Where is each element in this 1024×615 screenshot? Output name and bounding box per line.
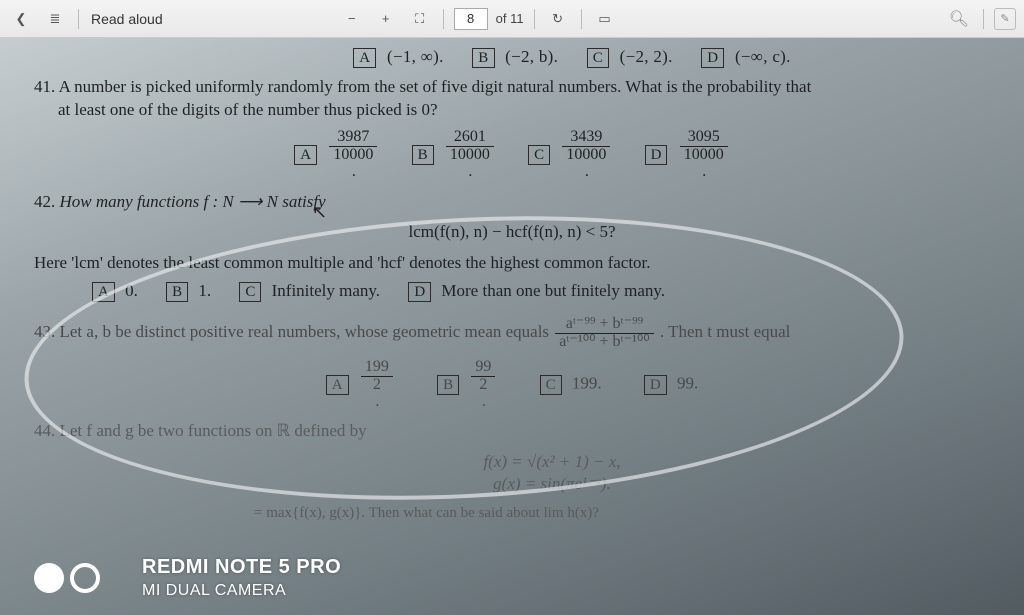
option-A-text: (−1, ∞). [387,47,444,66]
q42-formula: lcm(f(n), n) − hcf(f(n), n) < 5? [34,221,990,243]
q44-text: Let f and g be two functions on ℝ define… [60,421,367,440]
q41-number: 41. [34,77,55,96]
q43-D-label: D [644,375,667,395]
q42-B-label: B [166,282,188,302]
page-view-icon[interactable]: ▭ [592,6,618,32]
q43-C-label: C [540,375,562,395]
toc-icon[interactable]: ≣ [42,6,68,32]
question-43: 43. Let a, b be distinct positive real n… [34,316,990,351]
option-C-text: (−2, 2). [620,47,673,66]
q41-text-line1: A number is picked uniformly randomly fr… [59,77,812,96]
camera-lens-icon [34,563,100,593]
divider [443,9,444,29]
q43-D-text: 99. [677,374,698,393]
q43-C-text: 199. [572,374,602,393]
q43-A-label: A [326,375,349,395]
read-aloud-label[interactable]: Read aloud [91,11,163,27]
device-watermark: REDMI NOTE 5 PRO MI DUAL CAMERA [142,554,341,602]
question-44: 44. Let f and g be two functions on ℝ de… [34,420,990,442]
q42-A-label: A [92,282,115,302]
q43-number: 43. [34,323,55,342]
annotate-icon[interactable]: ✎ [994,8,1016,30]
rotate-icon[interactable]: ↻ [545,6,571,32]
q43-text-pre: Let a, b be distinct positive real numbe… [60,323,554,342]
option-B-text: (−2, b). [505,47,558,66]
question-42: 42. How many functions f : N ⟶ N satisfy [34,191,990,213]
q41-B-label: B [412,145,434,165]
option-D-label: D [701,48,724,68]
q42-C-text: Infinitely many. [272,281,380,300]
q43-text-post: . Then t must equal [660,323,790,342]
option-A-label: A [353,48,376,68]
q44-f3: = max{f(x), g(x)}. Then what can be said… [254,504,990,524]
divider [78,9,79,29]
q41-C-label: C [528,145,550,165]
divider [534,9,535,29]
question-41: 41. A number is picked uniformly randoml… [34,76,990,121]
fit-page-icon[interactable]: ⛶ [407,6,433,32]
q43-B-frac: 992 [471,359,495,410]
q41-options: A 398710000 B 260110000 C 343910000 D 30… [34,129,990,180]
q42-B-text: 1. [198,281,211,300]
search-icon[interactable]: 🔍︎ [949,9,969,29]
q42-number: 42. [34,192,55,211]
q41-text-line2: at least one of the digits of the number… [58,100,438,119]
q43-B-label: B [437,375,459,395]
q43-options: A 1992 B 992 C 199. D 99. [34,359,990,410]
q41-A-label: A [294,145,317,165]
q41-C-frac: 343910000 [562,129,610,180]
option-C-label: C [587,48,609,68]
q41-D-frac: 309510000 [680,129,728,180]
q42-text: How many functions f : N ⟶ N satisfy [60,192,326,211]
q41-D-label: D [645,145,668,165]
zoom-out-button[interactable]: − [339,6,365,32]
q43-A-frac: 1992 [361,359,393,410]
q42-C-label: C [239,282,261,302]
page-number-input[interactable]: 8 [454,8,488,30]
q40-options: A (−1, ∞). B (−2, b). C (−2, 2). D (−∞, … [34,46,990,68]
q42-note: Here 'lcm' denotes the least common mult… [34,252,990,274]
divider [581,9,582,29]
q42-options: A 0. B 1. C Infinitely many. D More than… [92,280,990,302]
q41-B-frac: 260110000 [446,129,494,180]
q42-A-text: 0. [125,281,138,300]
divider [983,9,984,29]
pdf-page: A (−1, ∞). B (−2, b). C (−2, 2). D (−∞, … [0,38,1024,615]
q43-frac: aᵗ⁻⁹⁹ + bᵗ⁻⁹⁹aᵗ⁻¹⁰⁰ + bᵗ⁻¹⁰⁰ [555,316,653,351]
nav-prev-icon[interactable]: ❮ [8,6,34,32]
zoom-in-button[interactable]: + [373,6,399,32]
pdf-toolbar: ❮ ≣ Read aloud − + ⛶ 8 of 11 ↻ ▭ 🔍︎ ✎ [0,0,1024,38]
option-B-label: B [472,48,494,68]
q42-D-text: More than one but finitely many. [441,281,665,300]
option-D-text: (−∞, c). [735,47,791,66]
page-total: of 11 [496,11,524,26]
q42-D-label: D [408,282,431,302]
q44-f1: f(x) = √(x² + 1) − x, g(x) = sin(πe¹⁻ˣ). [114,451,990,496]
q41-A-frac: 398710000 [329,129,377,180]
q44-number: 44. [34,421,55,440]
